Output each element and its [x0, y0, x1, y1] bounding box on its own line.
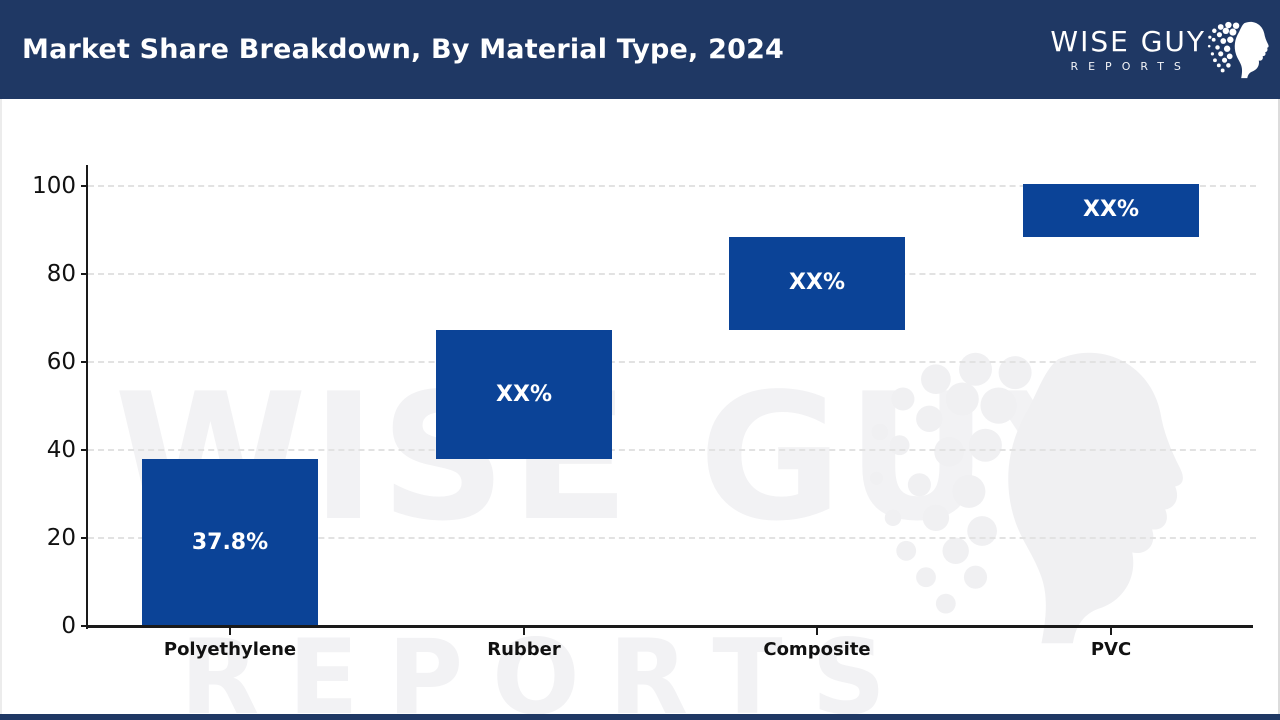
- y-tick-mark: [81, 272, 88, 275]
- x-tick-label: Composite: [763, 639, 871, 660]
- x-tick-mark: [523, 628, 525, 635]
- brand-logo: WISE GUY REPORTS: [1050, 7, 1270, 93]
- y-tick-mark: [81, 448, 88, 451]
- y-tick-label: 100: [32, 172, 76, 199]
- grid-line: [88, 360, 1256, 363]
- grid-line: [88, 272, 1256, 275]
- bar-rubber: [436, 329, 612, 460]
- y-tick-label: 60: [46, 348, 76, 375]
- bar-value-label: XX%: [789, 270, 845, 296]
- logo-text: WISE GUY REPORTS: [1050, 24, 1206, 73]
- y-tick-label: 40: [46, 436, 76, 463]
- logo-head-icon: [1207, 21, 1269, 78]
- x-tick-label: Rubber: [487, 639, 561, 660]
- logo-wordmark: WISE GUY: [1050, 24, 1206, 58]
- grid-line: [88, 536, 1256, 539]
- x-tick-label: Polyethylene: [163, 639, 297, 660]
- y-tick-mark: [81, 536, 88, 539]
- watermark-reports-text: REPORTS: [180, 618, 915, 720]
- chart-title: Market Share Breakdown, By Material Type…: [22, 34, 785, 65]
- bar-value-label: XX%: [1083, 197, 1139, 223]
- logo-reports-text: REPORTS: [1070, 59, 1191, 73]
- bar-value-label: XX%: [496, 381, 552, 407]
- watermark-head-icon: [869, 352, 1183, 644]
- bar-value-label: 37.8%: [191, 529, 269, 555]
- footer-bar: [0, 714, 1280, 720]
- bar-pvc: [1023, 183, 1199, 237]
- x-tick-mark: [229, 628, 231, 635]
- y-tick-mark: [81, 360, 88, 363]
- y-tick-mark: [81, 184, 88, 187]
- y-tick-label: 80: [46, 260, 76, 287]
- y-axis-line: [86, 165, 88, 629]
- bar-polyethylene: [142, 459, 318, 626]
- y-tick-mark: [81, 625, 88, 627]
- x-tick-mark: [816, 628, 818, 635]
- y-tick-label: 0: [61, 613, 76, 639]
- x-axis-line: [86, 625, 1253, 628]
- y-tick-label: 20: [46, 524, 76, 551]
- bar-composite: [729, 236, 905, 330]
- grid-line: [88, 184, 1256, 187]
- x-tick-mark: [1110, 628, 1112, 635]
- grid-line: [88, 448, 1256, 451]
- header: Market Share Breakdown, By Material Type…: [0, 0, 1280, 99]
- x-tick-label: PVC: [1090, 639, 1132, 660]
